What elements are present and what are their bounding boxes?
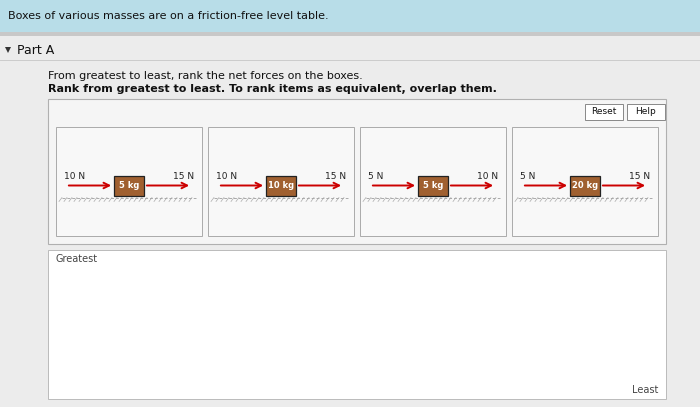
Text: 10 N: 10 N [216, 172, 237, 181]
Text: Help: Help [636, 107, 657, 116]
FancyBboxPatch shape [48, 99, 666, 244]
FancyBboxPatch shape [48, 250, 666, 399]
Text: Rank from greatest to least. To rank items as equivalent, overlap them.: Rank from greatest to least. To rank ite… [48, 84, 497, 94]
Text: Least: Least [631, 385, 658, 395]
Text: 15 N: 15 N [629, 172, 650, 181]
Text: 15 N: 15 N [325, 172, 346, 181]
Text: Part A: Part A [17, 44, 55, 57]
Text: 5 N: 5 N [520, 172, 536, 181]
Text: 10 kg: 10 kg [268, 181, 294, 190]
FancyBboxPatch shape [360, 127, 506, 236]
FancyBboxPatch shape [114, 175, 144, 195]
FancyBboxPatch shape [585, 104, 623, 120]
FancyBboxPatch shape [0, 0, 700, 32]
FancyBboxPatch shape [0, 32, 700, 36]
Text: 5 N: 5 N [368, 172, 384, 181]
FancyBboxPatch shape [418, 175, 448, 195]
FancyBboxPatch shape [56, 127, 202, 236]
Text: 15 N: 15 N [173, 172, 194, 181]
Text: From greatest to least, rank the net forces on the boxes.: From greatest to least, rank the net for… [48, 71, 363, 81]
Text: Greatest: Greatest [56, 254, 98, 264]
FancyBboxPatch shape [208, 127, 354, 236]
Text: Reset: Reset [592, 107, 617, 116]
FancyBboxPatch shape [512, 127, 658, 236]
Text: 5 kg: 5 kg [423, 181, 443, 190]
FancyBboxPatch shape [627, 104, 665, 120]
FancyBboxPatch shape [0, 36, 700, 407]
Text: 10 N: 10 N [477, 172, 498, 181]
Text: 10 N: 10 N [64, 172, 85, 181]
FancyBboxPatch shape [266, 175, 296, 195]
Text: 20 kg: 20 kg [572, 181, 598, 190]
FancyBboxPatch shape [570, 175, 600, 195]
Text: 5 kg: 5 kg [119, 181, 139, 190]
Text: Boxes of various masses are on a friction-free level table.: Boxes of various masses are on a frictio… [8, 11, 328, 21]
